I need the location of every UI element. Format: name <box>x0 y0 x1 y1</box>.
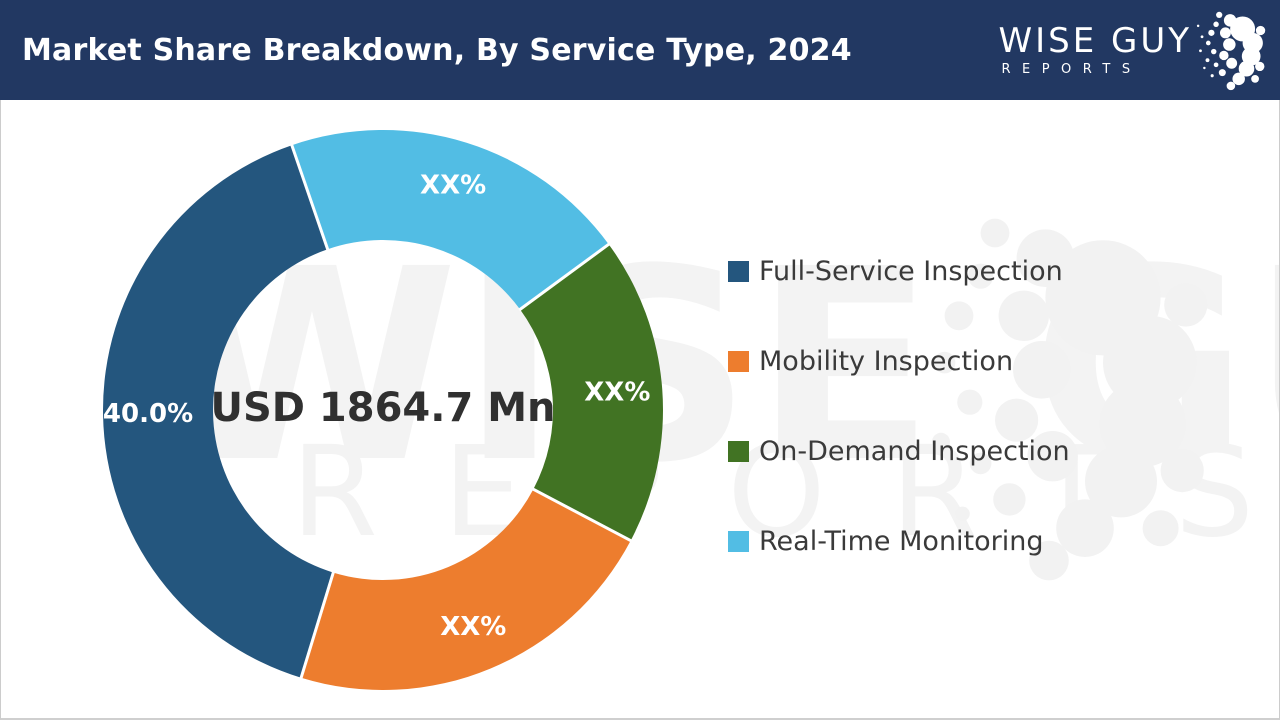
legend-item: On-Demand Inspection <box>728 436 1070 467</box>
donut-slice <box>301 489 631 690</box>
logo-subtitle: REPORTS <box>1001 62 1142 77</box>
legend-swatch-icon <box>728 441 749 462</box>
legend-swatch-icon <box>728 261 749 282</box>
slice-value-label: XX% <box>584 378 650 408</box>
legend-label: On-Demand Inspection <box>759 435 1070 467</box>
legend-item: Mobility Inspection <box>728 346 1070 377</box>
legend-label: Real-Time Monitoring <box>759 525 1044 557</box>
chart-area: WISE GUY REPORTS 40.0%XX%XX%XX% USD 1864… <box>0 100 1280 720</box>
logo-wordmark: WISE GUY <box>998 21 1192 61</box>
donut-slice <box>520 244 663 541</box>
dotted-face-icon <box>1196 11 1266 91</box>
watermark-face-icon <box>932 218 1208 581</box>
legend-label: Full-Service Inspection <box>759 255 1063 287</box>
legend-label: Mobility Inspection <box>759 345 1014 377</box>
header-bar: Market Share Breakdown, By Service Type,… <box>0 0 1280 100</box>
donut-chart: 40.0% XX% XX% XX% <box>103 130 663 690</box>
slice-separator <box>518 242 611 312</box>
slice-value-label: 40.0% <box>103 399 193 429</box>
chart-legend: Full-Service Inspection Mobility Inspecti… <box>728 256 1070 557</box>
legend-swatch-icon <box>728 531 749 552</box>
donut-slice <box>103 145 334 678</box>
legend-swatch-icon <box>728 351 749 372</box>
legend-item: Full-Service Inspection <box>728 256 1070 287</box>
slice-separator <box>290 143 330 251</box>
chart-center-value: USD 1864.7 Mn <box>210 385 556 431</box>
logo-text: WISE GUY REPORTS <box>998 24 1192 76</box>
legend-item: Real-Time Monitoring <box>728 526 1070 557</box>
slice-separator <box>299 571 336 680</box>
slice-value-label: XX% <box>440 612 506 642</box>
wise-guy-logo: WISE GUY REPORTS <box>998 7 1266 93</box>
slice-value-label: XX% <box>420 171 486 201</box>
slice-separator <box>531 487 633 543</box>
page-title: Market Share Breakdown, By Service Type,… <box>22 32 852 68</box>
donut-slice <box>291 130 609 310</box>
